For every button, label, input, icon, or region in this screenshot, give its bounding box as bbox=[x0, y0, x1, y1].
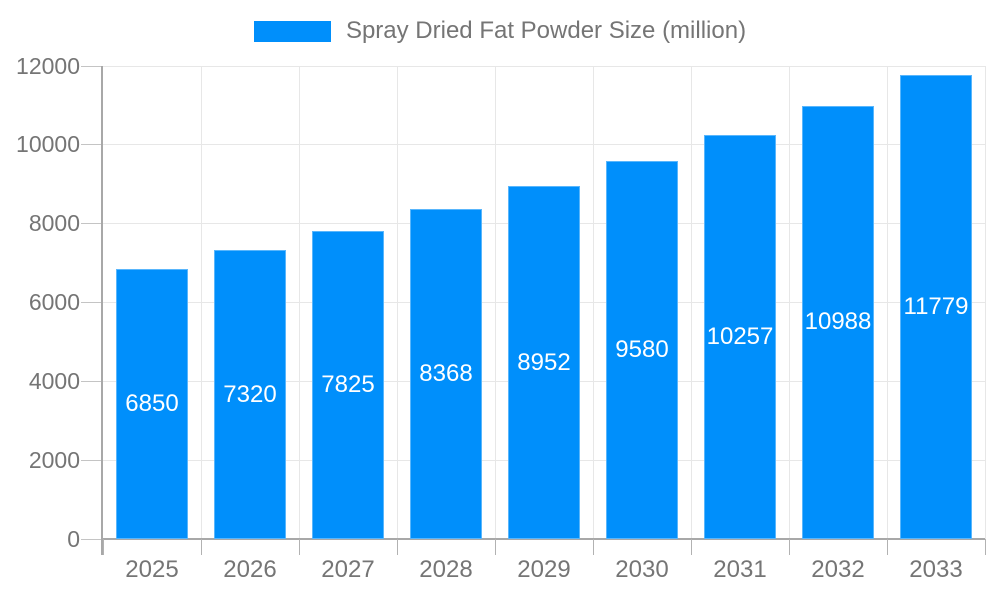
x-axis-tick-label: 2027 bbox=[321, 556, 375, 583]
bar[interactable]: 9580 bbox=[606, 161, 678, 539]
y-axis-tick-label: 2000 bbox=[28, 446, 80, 473]
x-axis-tick bbox=[494, 539, 496, 555]
x-axis-tick bbox=[200, 539, 202, 555]
gridline-vertical bbox=[396, 66, 398, 539]
y-axis-tick-label: 8000 bbox=[28, 210, 80, 237]
bar-value-label: 8368 bbox=[419, 360, 473, 388]
bar-value-label: 6850 bbox=[125, 390, 179, 417]
x-axis-tick bbox=[984, 539, 986, 555]
y-axis-tick-label: 4000 bbox=[28, 367, 80, 394]
x-axis-tick bbox=[102, 539, 104, 555]
x-axis-tick-label: 2033 bbox=[909, 556, 963, 583]
x-axis-tick bbox=[690, 539, 692, 555]
gridline-horizontal bbox=[103, 65, 985, 67]
y-axis-tick bbox=[81, 65, 101, 67]
legend-label: Spray Dried Fat Powder Size (million) bbox=[345, 17, 747, 44]
bar-value-label: 10257 bbox=[706, 322, 774, 350]
bar-value-label: 7825 bbox=[321, 370, 375, 398]
x-axis-tick-label: 2030 bbox=[615, 556, 669, 583]
bar-value-label: 10988 bbox=[804, 308, 872, 336]
legend-swatch bbox=[253, 20, 331, 42]
x-axis-tick bbox=[592, 539, 594, 555]
y-axis-tick bbox=[81, 538, 101, 540]
bar[interactable]: 7320 bbox=[214, 250, 286, 539]
x-axis-tick-label: 2029 bbox=[517, 556, 571, 583]
bar[interactable]: 10257 bbox=[704, 134, 776, 539]
y-axis-tick bbox=[81, 144, 101, 146]
chart-legend-item[interactable]: Spray Dried Fat Powder Size (million) bbox=[0, 17, 1000, 45]
gridline-vertical bbox=[298, 66, 300, 539]
y-axis-tick bbox=[81, 223, 101, 225]
y-axis-tick bbox=[81, 302, 101, 303]
bar-value-label: 11779 bbox=[903, 292, 969, 320]
gridline-vertical bbox=[200, 66, 202, 539]
gridline-vertical bbox=[690, 66, 692, 539]
bar[interactable]: 8952 bbox=[508, 186, 580, 539]
bar[interactable]: 11779 bbox=[900, 74, 972, 539]
gridline-vertical bbox=[788, 66, 790, 539]
gridline-vertical bbox=[494, 66, 496, 539]
gridline-horizontal bbox=[103, 144, 985, 146]
x-axis-tick bbox=[298, 539, 300, 555]
x-axis-tick bbox=[396, 539, 398, 555]
y-axis-tick-label: 0 bbox=[67, 525, 80, 552]
x-axis-tick-label: 2026 bbox=[223, 556, 277, 583]
bar-value-label: 8952 bbox=[517, 348, 571, 376]
x-axis-tick bbox=[788, 539, 790, 555]
y-axis-tick-label: 10000 bbox=[16, 131, 80, 158]
y-axis-line bbox=[101, 66, 103, 555]
gridline-vertical bbox=[592, 66, 594, 539]
bar[interactable]: 6850 bbox=[116, 269, 188, 539]
x-axis-tick-label: 2028 bbox=[419, 556, 473, 583]
bar-value-label: 9580 bbox=[615, 336, 669, 364]
x-axis-tick-label: 2032 bbox=[811, 556, 865, 583]
y-axis-tick bbox=[81, 380, 101, 382]
y-axis-tick-label: 12000 bbox=[16, 52, 80, 79]
y-axis-tick-label: 6000 bbox=[28, 289, 80, 315]
x-axis-tick-label: 2025 bbox=[125, 556, 179, 583]
bar[interactable]: 7825 bbox=[312, 230, 384, 539]
bar-value-label: 7320 bbox=[223, 380, 277, 408]
x-axis-tick bbox=[886, 539, 888, 555]
bar[interactable]: 8368 bbox=[410, 209, 482, 539]
bar[interactable]: 10988 bbox=[802, 105, 874, 539]
plot-area: 6850 7320 7825 8368 8952 9580 10257 10988 11779 bbox=[81, 65, 986, 555]
x-axis-tick-label: 2031 bbox=[713, 556, 767, 583]
gridline-vertical bbox=[886, 66, 888, 539]
gridline-vertical bbox=[984, 66, 986, 539]
y-axis-tick bbox=[81, 459, 101, 461]
x-axis-line bbox=[101, 538, 985, 540]
